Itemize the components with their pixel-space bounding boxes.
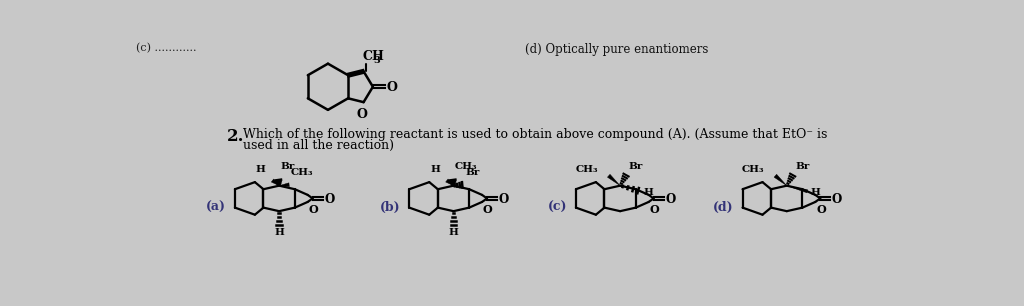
Text: CH₃: CH₃ bbox=[455, 162, 477, 171]
Text: Br: Br bbox=[796, 162, 810, 171]
Polygon shape bbox=[774, 174, 786, 186]
Text: used in all the reaction): used in all the reaction) bbox=[243, 139, 393, 152]
Text: CH₃: CH₃ bbox=[742, 165, 765, 174]
Text: H: H bbox=[256, 165, 265, 174]
Text: H: H bbox=[274, 228, 284, 237]
Text: O: O bbox=[665, 193, 675, 206]
Text: H: H bbox=[430, 165, 440, 174]
Text: O: O bbox=[831, 193, 842, 206]
Text: CH₃: CH₃ bbox=[575, 165, 598, 174]
Text: O: O bbox=[324, 193, 334, 206]
Text: 3: 3 bbox=[373, 56, 380, 65]
Polygon shape bbox=[445, 179, 454, 186]
Text: O: O bbox=[499, 193, 509, 206]
Text: O: O bbox=[308, 204, 318, 215]
Text: O: O bbox=[387, 81, 397, 94]
Text: O: O bbox=[816, 204, 825, 215]
Text: CH: CH bbox=[362, 50, 384, 63]
Text: (d): (d) bbox=[714, 201, 734, 214]
Text: (b): (b) bbox=[380, 201, 400, 214]
Text: Which of the following reactant is used to obtain above compound (A). (Assume th: Which of the following reactant is used … bbox=[243, 128, 827, 140]
Text: 2.: 2. bbox=[227, 128, 245, 144]
Text: H: H bbox=[449, 228, 459, 237]
Text: O: O bbox=[649, 204, 659, 215]
Polygon shape bbox=[271, 179, 280, 186]
Text: Br: Br bbox=[281, 162, 295, 171]
Text: CH₃: CH₃ bbox=[291, 168, 313, 177]
Text: H: H bbox=[810, 188, 820, 197]
Polygon shape bbox=[280, 183, 290, 187]
Text: H: H bbox=[644, 188, 653, 197]
Polygon shape bbox=[786, 186, 808, 193]
Text: O: O bbox=[482, 204, 493, 215]
Text: O: O bbox=[356, 108, 368, 121]
Text: (c) ............: (c) ............ bbox=[136, 43, 197, 53]
Text: (c): (c) bbox=[548, 201, 567, 214]
Polygon shape bbox=[607, 174, 621, 186]
Text: (a): (a) bbox=[207, 201, 226, 214]
Text: Br: Br bbox=[629, 162, 643, 171]
Text: (d) Optically pure enantiomers: (d) Optically pure enantiomers bbox=[524, 43, 709, 56]
Text: Br: Br bbox=[465, 168, 479, 177]
